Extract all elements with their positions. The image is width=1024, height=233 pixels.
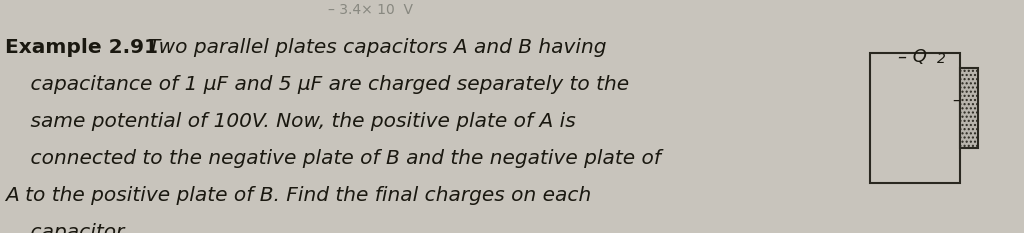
Text: Two parallel plates capacitors A and B having: Two parallel plates capacitors A and B h… bbox=[148, 38, 606, 57]
Bar bbox=[961, 68, 978, 148]
Text: capacitance of 1 μF and 5 μF are charged separately to the: capacitance of 1 μF and 5 μF are charged… bbox=[5, 75, 629, 94]
Text: A to the positive plate of B. Find the final charges on each: A to the positive plate of B. Find the f… bbox=[5, 186, 591, 205]
Bar bbox=[870, 53, 961, 183]
Text: capacitor.: capacitor. bbox=[5, 223, 129, 233]
Text: 2: 2 bbox=[937, 52, 946, 66]
Text: – Q: – Q bbox=[898, 48, 927, 66]
Text: –: – bbox=[952, 93, 959, 107]
Text: – 3.4× 10  V: – 3.4× 10 V bbox=[328, 3, 413, 17]
Text: connected to the negative plate of B and the negative plate of: connected to the negative plate of B and… bbox=[5, 149, 662, 168]
Text: Example 2.91: Example 2.91 bbox=[5, 38, 158, 57]
Text: same potential of 100V. Now, the positive plate of A is: same potential of 100V. Now, the positiv… bbox=[5, 112, 575, 131]
